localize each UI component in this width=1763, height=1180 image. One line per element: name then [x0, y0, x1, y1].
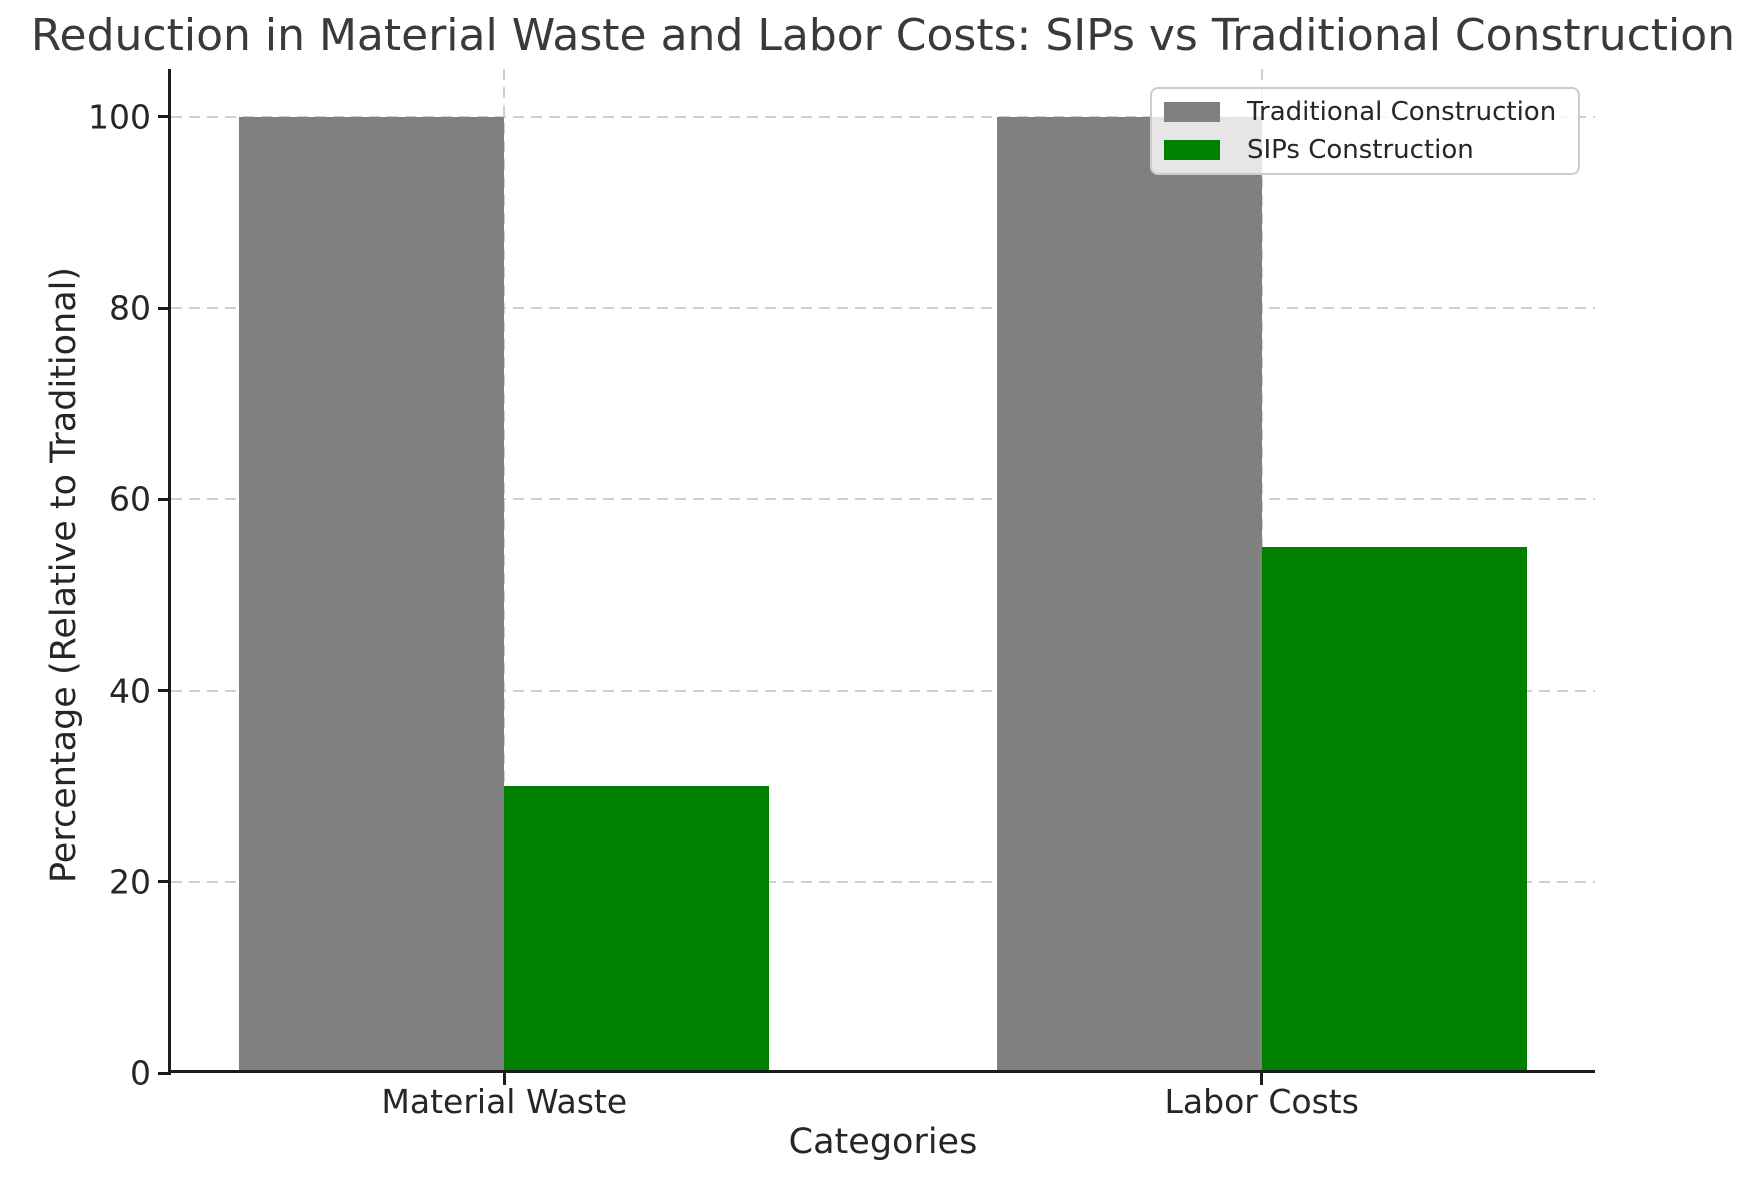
- gridline-vertical: [503, 69, 506, 1073]
- x-axis-label: Categories: [788, 1122, 978, 1162]
- legend-entry: Traditional Construction: [1164, 97, 1566, 127]
- bar-sips-construction-labor-costs: [1261, 547, 1527, 1073]
- gridline-horizontal: [171, 115, 1595, 118]
- chart-title: Reduction in Material Waste and Labor Co…: [30, 10, 1736, 61]
- gridline-horizontal: [171, 880, 1595, 883]
- x-tick-mark: [502, 1073, 506, 1085]
- y-tick-label: 40: [109, 671, 151, 711]
- y-tick-label: 100: [88, 97, 151, 137]
- gridline-horizontal: [171, 689, 1595, 692]
- y-tick-label: 0: [130, 1053, 151, 1093]
- y-axis-label: Percentage (Relative to Traditional): [44, 266, 84, 884]
- y-tick-mark: [158, 1071, 171, 1075]
- legend-swatch-icon: [1164, 140, 1220, 160]
- y-tick-label: 80: [109, 288, 151, 328]
- legend-swatch-icon: [1164, 102, 1220, 122]
- bar-traditional-construction-material-waste: [239, 116, 505, 1073]
- x-tick-label: Labor Costs: [1164, 1082, 1359, 1121]
- y-tick-mark: [158, 880, 171, 884]
- legend: Traditional Construction SIPs Constructio…: [1150, 87, 1580, 175]
- gridline-horizontal: [171, 498, 1595, 501]
- legend-label: Traditional Construction: [1247, 97, 1557, 127]
- legend-entry: SIPs Construction: [1164, 135, 1566, 165]
- y-tick-mark: [158, 306, 171, 310]
- legend-label: SIPs Construction: [1247, 135, 1474, 165]
- gridline-horizontal: [171, 307, 1595, 310]
- y-tick-label: 60: [109, 479, 151, 519]
- y-tick-label: 20: [109, 862, 151, 902]
- x-tick-mark: [1260, 1073, 1264, 1085]
- y-tick-mark: [158, 497, 171, 501]
- y-tick-mark: [158, 115, 171, 119]
- y-tick-mark: [158, 689, 171, 693]
- bar-sips-construction-material-waste: [504, 786, 770, 1073]
- x-tick-label: Material Waste: [381, 1082, 628, 1121]
- bar-traditional-construction-labor-costs: [996, 116, 1262, 1073]
